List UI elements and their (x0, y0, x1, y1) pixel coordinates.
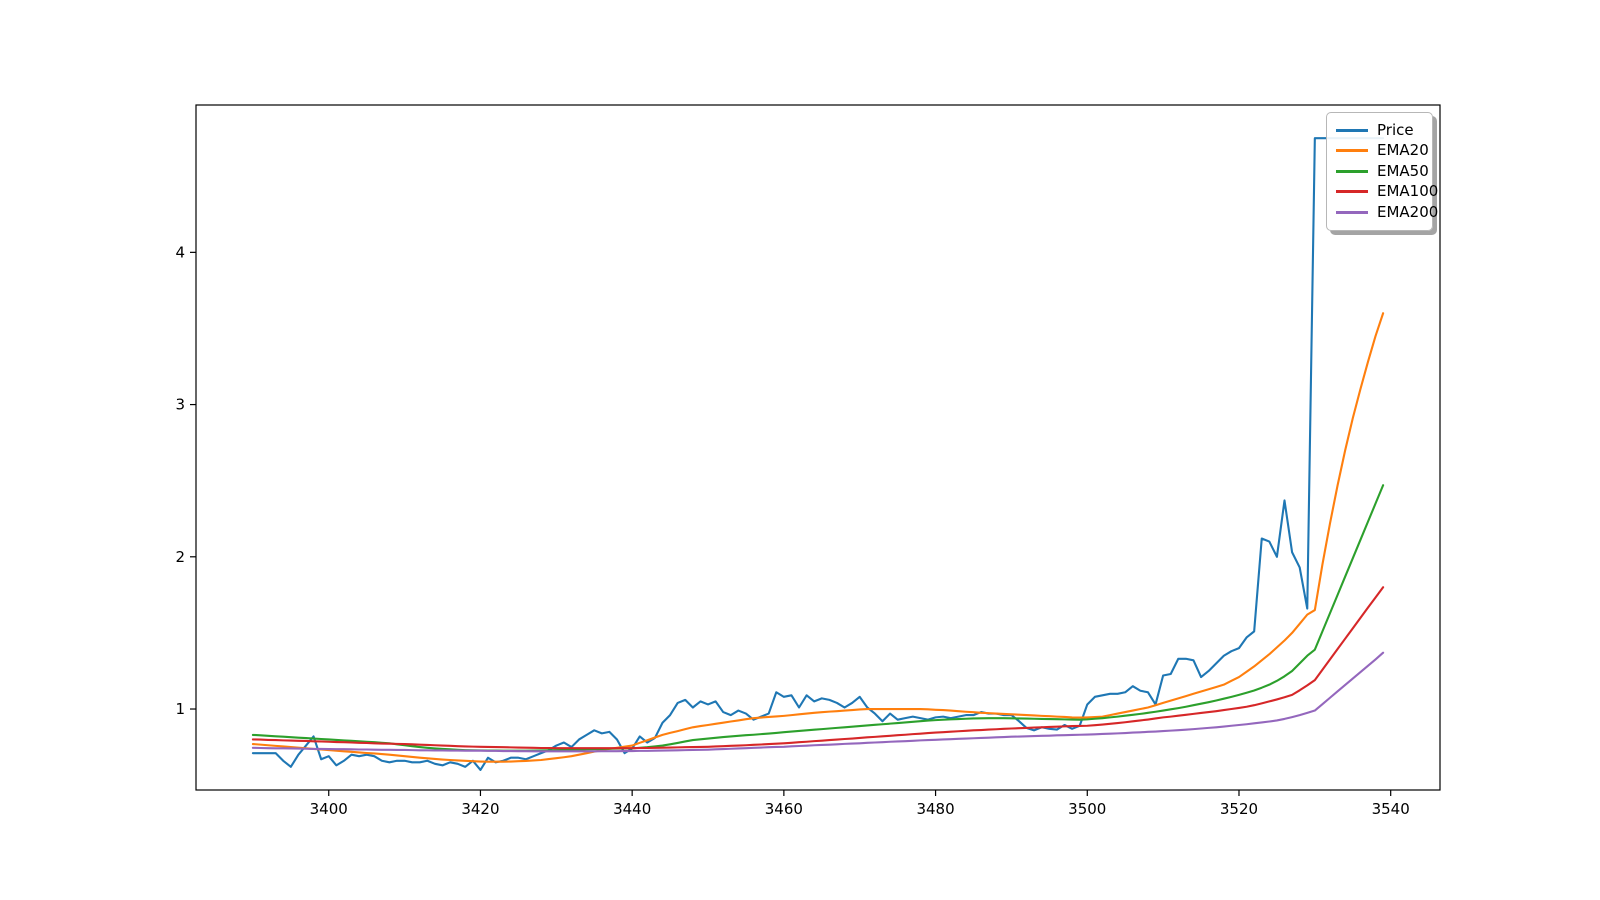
plot-area (196, 105, 1440, 790)
series-line-price (251, 137, 1385, 771)
legend-entry-ema200: EMA200 (1336, 202, 1438, 223)
series-line-ema100 (251, 586, 1385, 750)
x-tick-label: 3500 (1068, 800, 1106, 818)
x-tick-label: 3400 (310, 800, 348, 818)
y-tick-label: 1 (175, 700, 185, 718)
legend-line-swatch (1336, 149, 1368, 153)
legend-line-swatch (1336, 128, 1368, 132)
legend-label: EMA200 (1377, 202, 1439, 221)
y-axis: 1 2 3 4 (175, 243, 196, 718)
y-tick-label: 4 (175, 243, 185, 261)
plot-border (195, 104, 1441, 791)
legend: Price EMA20 EMA50 EMA100 EMA200 (1326, 112, 1438, 231)
y-tick-label: 3 (175, 396, 185, 414)
series-line-ema200 (251, 651, 1385, 753)
x-tick-label: 3460 (765, 800, 803, 818)
legend-line-swatch (1336, 210, 1368, 214)
x-tick-label: 3540 (1372, 800, 1410, 818)
legend-label: EMA20 (1377, 141, 1429, 160)
x-tick-label: 3520 (1220, 800, 1258, 818)
legend-entry-price: Price (1336, 120, 1426, 141)
x-tick-label: 3480 (916, 800, 954, 818)
legend-entry-ema50: EMA50 (1336, 161, 1429, 182)
x-tick-label: 3440 (613, 800, 651, 818)
legend-label: EMA100 (1377, 182, 1439, 201)
y-tick-label: 2 (175, 548, 185, 566)
legend-line-swatch (1336, 190, 1368, 194)
legend-label: EMA50 (1377, 161, 1429, 180)
x-axis: 3400 3420 3440 3460 3480 3500 3520 3540 (310, 790, 1410, 818)
legend-label: Price (1377, 120, 1414, 139)
legend-line-swatch (1336, 169, 1368, 173)
series-group (251, 137, 1385, 771)
series-line-ema50 (251, 484, 1385, 752)
legend-entry-ema100: EMA100 (1336, 182, 1438, 203)
x-tick-label: 3420 (461, 800, 499, 818)
series-line-ema20 (251, 312, 1385, 763)
legend-entry-ema20: EMA20 (1336, 141, 1429, 162)
